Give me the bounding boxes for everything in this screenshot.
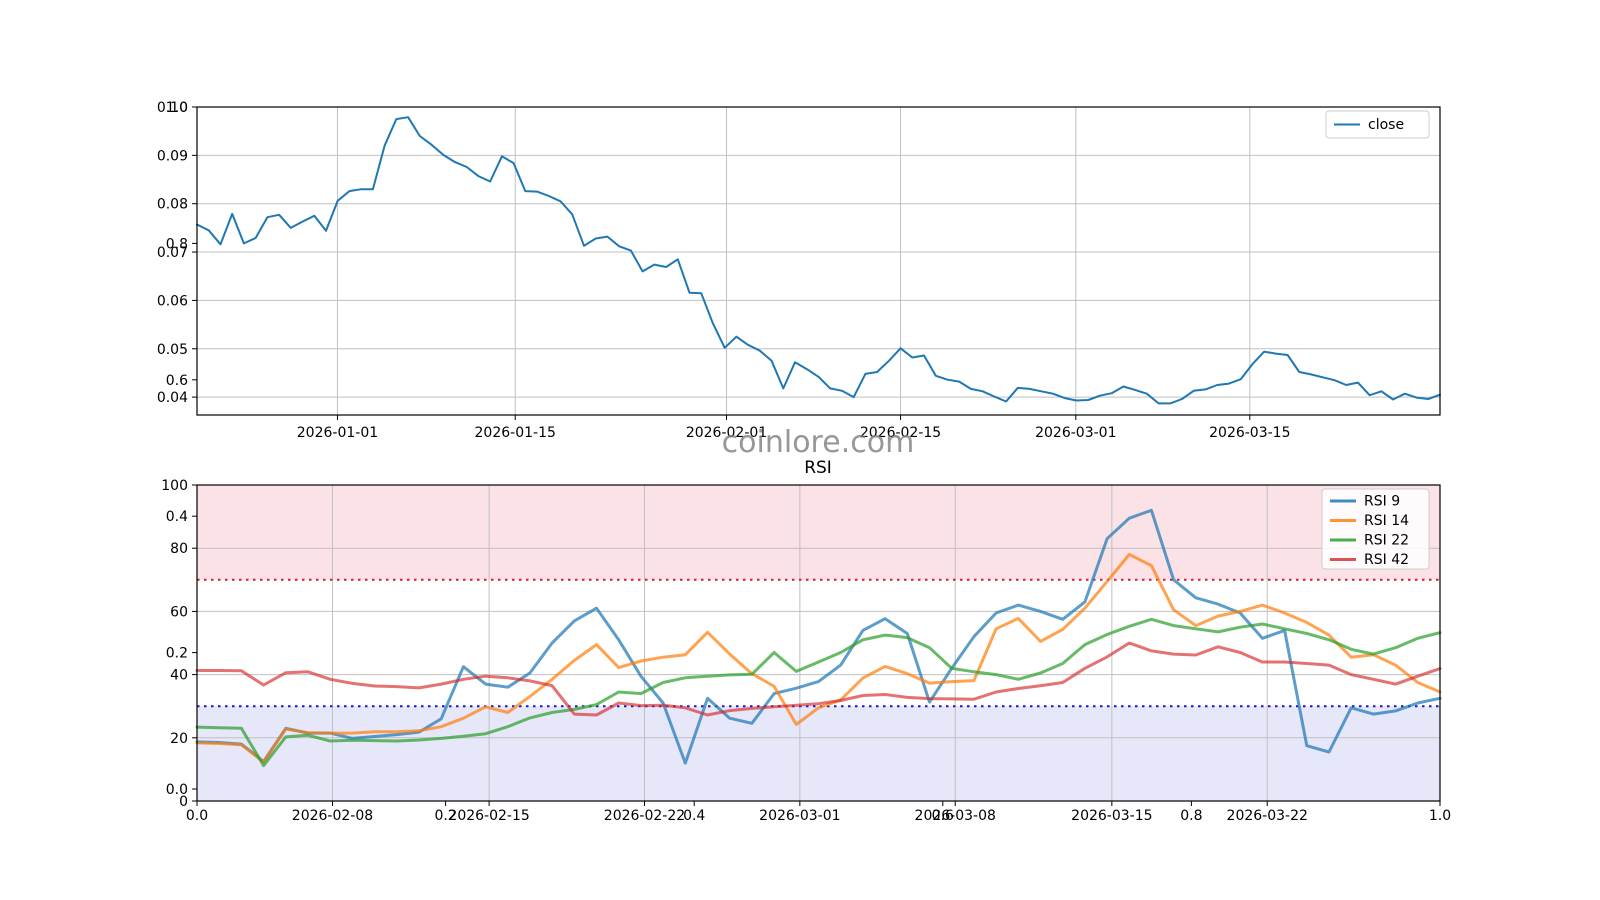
- x-tick-label: 2026-02-22: [604, 808, 685, 824]
- x-tick-label: 2026-02-08: [292, 808, 373, 824]
- y-tick-label: 0.10: [157, 100, 188, 116]
- x-tick-label: 2026-03-15: [1209, 425, 1290, 441]
- overlay-y-tick-label: 1.0: [166, 100, 188, 116]
- x-tick-label: 2026-02-01: [686, 425, 767, 441]
- y-tick-label: 100: [161, 478, 188, 494]
- rsi-legend-box: [1321, 488, 1430, 570]
- y-tick-label: 0.06: [157, 293, 188, 309]
- rsi9-legend-label: RSI 9: [1364, 494, 1400, 510]
- rsi-legend: RSI 9 RSI 14 RSI 22 RSI 42: [1321, 488, 1430, 570]
- y-tick-label: 20: [170, 731, 188, 747]
- rsi-9-line: [195, 508, 1442, 765]
- overlay-axis-labels: 0.0 0.2 0.4 0.6 0.8 1.0 0.0 0.2 0.4 0.6 0.8 1.0: [166, 100, 1451, 824]
- x-tick-label: 2026-03-15: [1071, 808, 1152, 824]
- overlay-y-tick-label: 0.0: [166, 782, 188, 798]
- y-tick-label: 0.08: [157, 197, 188, 213]
- rsi42-legend-label: RSI 42: [1364, 552, 1409, 568]
- overlay-x-tick-label: 0.2: [434, 808, 456, 824]
- plot-border: [196, 106, 1441, 416]
- x-tick-label: 2026-03-22: [1227, 808, 1308, 824]
- overlay-y-tick-label: 0.4: [166, 509, 188, 525]
- y-tick-label: 40: [170, 668, 188, 684]
- x-tick-label: 2026-03-01: [759, 808, 840, 824]
- overlay-x-tick-label: 0.8: [1180, 808, 1202, 824]
- y-tick-label: 60: [170, 604, 188, 620]
- price-legend-label: close: [1368, 117, 1404, 133]
- rsi-22-line: [195, 617, 1442, 768]
- x-tick-label: 2026-01-01: [297, 425, 378, 441]
- overlay-y-tick-label: 0.8: [166, 236, 188, 252]
- rsi-chart-title: RSI: [804, 458, 832, 478]
- watermark: coinlore.com: [722, 425, 915, 460]
- overlay-x-tick-label: 0.4: [683, 808, 705, 824]
- plot-border: [196, 484, 1441, 802]
- rsi-14-line: [195, 553, 1442, 764]
- rsi-bands: [197, 485, 1440, 801]
- overbought-band: [197, 485, 1440, 580]
- y-tick-label: 0: [179, 794, 188, 810]
- rsi14-legend-label: RSI 14: [1364, 513, 1409, 529]
- y-tick-label: 80: [170, 541, 188, 557]
- price-legend: close: [1325, 110, 1430, 139]
- x-tick-label: 2026-03-01: [1035, 425, 1116, 441]
- overlay-x-tick-label: 0.6: [932, 808, 954, 824]
- price-axes: 0.04 0.05 0.06 0.07 0.08 0.09 0.10 2026-01-01 20…: [157, 100, 1441, 441]
- rsi-42-line: [195, 641, 1442, 717]
- overlay-y-tick-label: 0.2: [166, 646, 188, 662]
- price-series: [196, 116, 1441, 405]
- x-tick-label: 2026-02-15: [860, 425, 941, 441]
- overlay-x-tick-label: 0.0: [186, 808, 208, 824]
- rsi-axes: 0 20 40 60 80 100 2026-02-08 2026-02-15 2026-02-…: [161, 478, 1441, 824]
- x-tick-label: 2026-02-15: [448, 808, 529, 824]
- y-tick-label: 0.04: [157, 390, 188, 406]
- y-tick-label: 0.09: [157, 148, 188, 164]
- close-line: [196, 116, 1441, 405]
- x-tick-label: 2026-01-15: [475, 425, 556, 441]
- rsi-series: [195, 508, 1442, 768]
- overlay-x-tick-label: 1.0: [1429, 808, 1451, 824]
- rsi22-legend-label: RSI 22: [1364, 533, 1409, 549]
- oversold-band: [197, 706, 1440, 801]
- y-tick-label: 0.07: [157, 245, 188, 261]
- x-tick-label: 2026-03-08: [915, 808, 996, 824]
- y-tick-label: 0.05: [157, 342, 188, 358]
- overlay-y-tick-label: 0.6: [166, 373, 188, 389]
- price-legend-box: [1325, 110, 1430, 139]
